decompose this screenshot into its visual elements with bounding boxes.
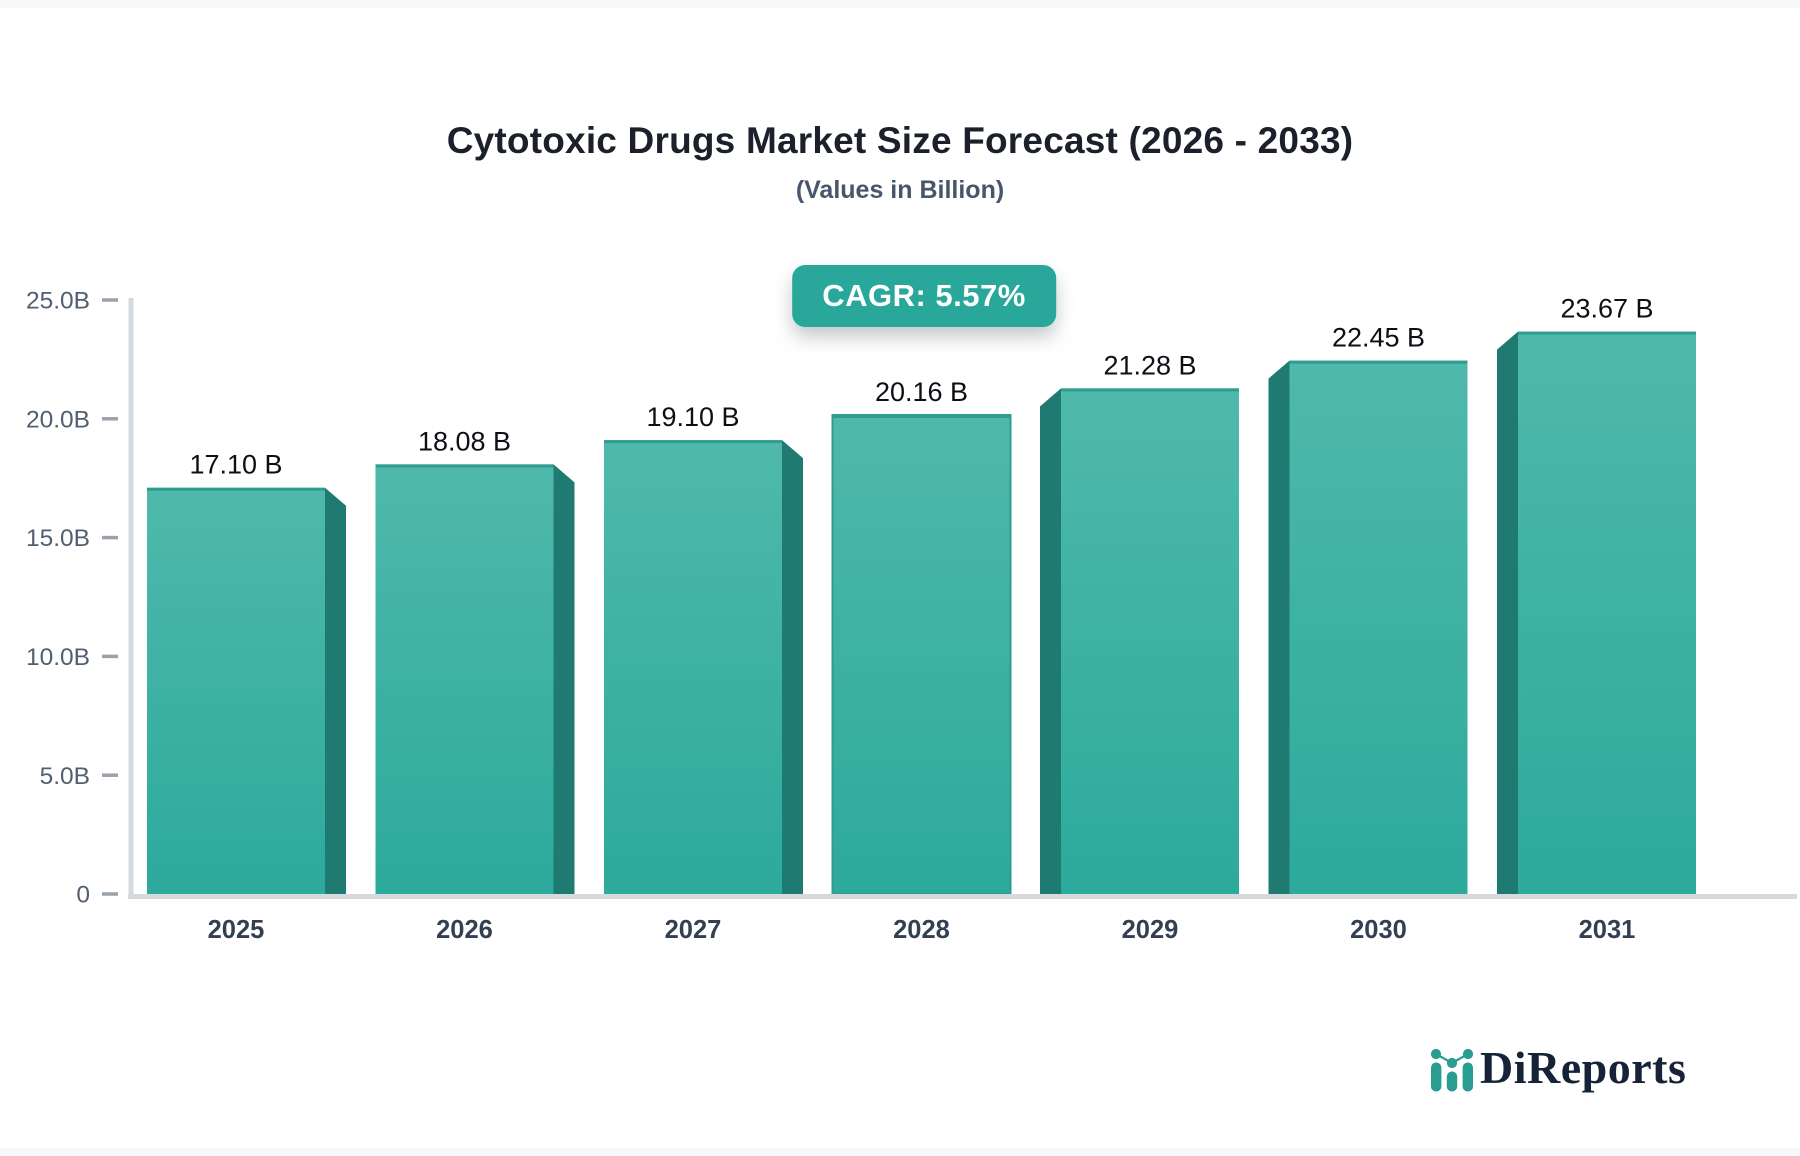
- value-label-2031: 23.67 B: [1560, 294, 1653, 324]
- bar-side-2031: [1497, 331, 1518, 894]
- bar-2029: [1061, 388, 1239, 894]
- y-axis-label-25: 25.0B: [26, 288, 90, 315]
- brand-logo-text: DiReports: [1480, 1042, 1687, 1093]
- y-axis-label-20: 20.0B: [26, 406, 90, 433]
- bar-2028: [831, 413, 1012, 895]
- bar-chart: 17.10 B 2025 18.08 B 2026 19.10 B 2027 20.16 B…: [26, 288, 1797, 944]
- x-axis-label-2026: 2026: [436, 916, 493, 944]
- bar-side-2027: [782, 440, 803, 894]
- bar-side-2026: [553, 464, 575, 894]
- brand-logo: DiReports: [1430, 1044, 1686, 1092]
- x-axis-label-2030: 2030: [1350, 916, 1407, 944]
- x-axis-label-2029: 2029: [1122, 916, 1179, 944]
- bar-side-2030: [1268, 360, 1290, 894]
- bar-side-2029: [1040, 388, 1061, 894]
- y-axis-label-15: 15.0B: [26, 525, 90, 552]
- cagr-badge: CAGR: 5.57%: [792, 265, 1056, 327]
- bar-2030: [1289, 360, 1468, 894]
- value-label-2028: 20.16 B: [875, 377, 968, 407]
- bar-2031: [1518, 331, 1696, 894]
- mini-bar-chart-icon: [1430, 1048, 1474, 1092]
- x-axis-label-2031: 2031: [1579, 916, 1636, 944]
- chart-card: Cytotoxic Drugs Market Size Forecast (20…: [0, 8, 1800, 1148]
- y-axis-label-5: 5.0B: [40, 763, 90, 790]
- value-label-2029: 21.28 B: [1103, 350, 1196, 380]
- bar-2027: [604, 440, 782, 894]
- bar-side-2025: [325, 487, 346, 894]
- value-label-2025: 17.10 B: [189, 450, 282, 480]
- value-label-2030: 22.45 B: [1332, 323, 1425, 353]
- chart-subtitle: (Values in Billion): [795, 176, 1005, 204]
- bar-2025: [147, 487, 325, 894]
- value-label-2027: 19.10 B: [646, 402, 739, 432]
- x-axis-label-2025: 2025: [208, 916, 265, 944]
- y-axis-label-0: 0: [76, 882, 90, 909]
- x-axis-label-2028: 2028: [893, 916, 950, 944]
- chart-title: Cytotoxic Drugs Market Size Forecast (20…: [446, 120, 1354, 161]
- bar-2026: [375, 464, 554, 894]
- x-axis-label-2027: 2027: [665, 916, 722, 944]
- value-label-2026: 18.08 B: [418, 426, 511, 456]
- y-axis-label-10: 10.0B: [26, 644, 90, 671]
